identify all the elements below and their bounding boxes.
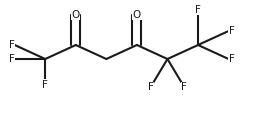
Text: F: F: [229, 54, 234, 64]
Text: F: F: [182, 82, 187, 92]
Text: O: O: [72, 10, 80, 20]
Text: F: F: [229, 26, 234, 36]
Text: F: F: [195, 5, 201, 15]
Text: F: F: [9, 54, 15, 64]
Text: F: F: [148, 82, 153, 92]
Text: O: O: [133, 10, 141, 20]
Text: F: F: [9, 40, 15, 50]
Text: F: F: [42, 80, 48, 90]
